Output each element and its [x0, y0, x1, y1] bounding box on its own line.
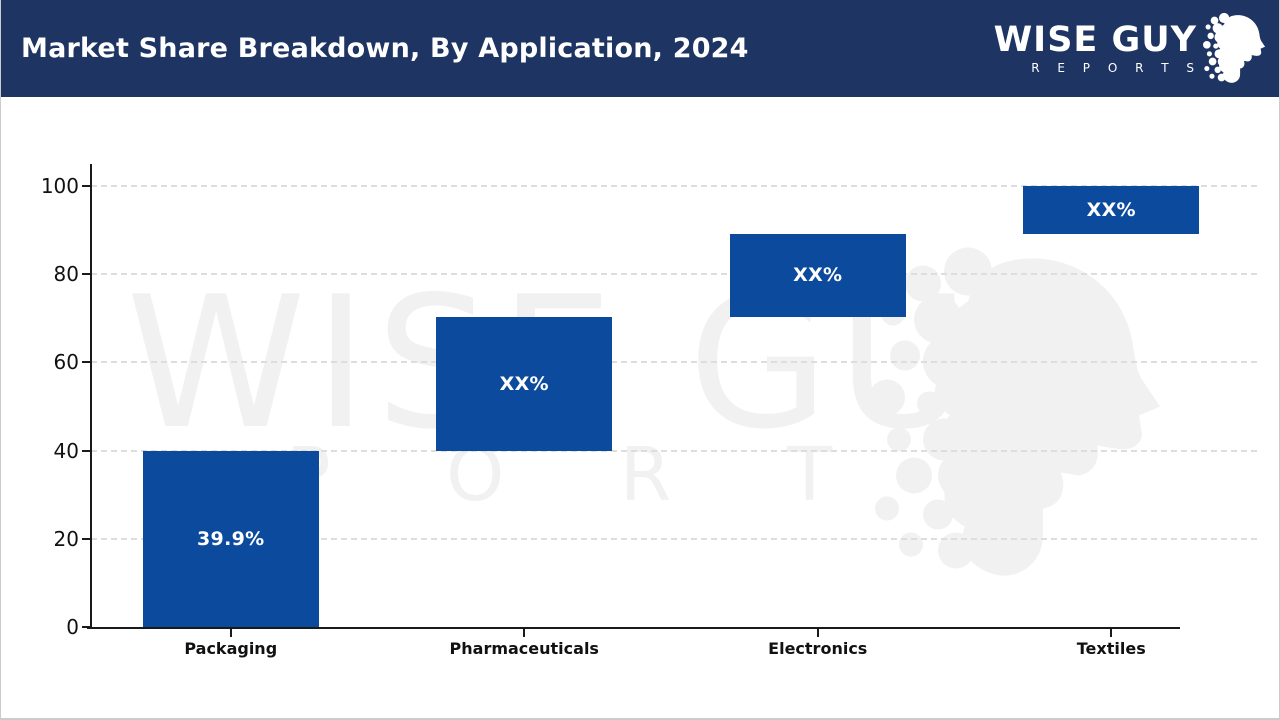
y-tick-label: 40	[53, 438, 79, 463]
gridline-100	[91, 185, 1257, 187]
bar-electronics: XX%	[729, 234, 906, 317]
bar-value-label: XX%	[793, 264, 843, 287]
x-category-label: Electronics	[768, 639, 868, 658]
bar-textiles: XX%	[1023, 186, 1200, 235]
x-tick-electronics	[816, 629, 819, 637]
y-tick-0	[82, 626, 90, 628]
y-tick-label: 20	[53, 526, 79, 551]
gridline-60	[91, 361, 1257, 364]
bar-pharmaceuticals: XX%	[436, 316, 613, 452]
watermark-face-icon	[869, 247, 1160, 576]
bar-value-label: XX%	[499, 372, 549, 395]
gridline-20	[91, 537, 1257, 540]
x-tick-pharmaceuticals	[523, 629, 526, 637]
y-tick-80	[82, 273, 90, 276]
y-tick-label: 80	[53, 262, 79, 287]
x-category-label: Textiles	[1076, 639, 1146, 658]
gridline-40	[91, 449, 1257, 452]
brand-logo-text: WISE GUY R E P O R T S	[993, 20, 1197, 75]
y-tick-label: 0	[66, 615, 79, 639]
x-tick-packaging	[229, 629, 232, 637]
bar-packaging: 39.9%	[142, 451, 319, 627]
brand-face-icon	[1203, 12, 1266, 83]
y-tick-label: 100	[40, 174, 79, 198]
bar-value-label: 39.9%	[197, 528, 265, 550]
y-axis-line	[90, 164, 92, 629]
brand-name: WISE GUY	[993, 20, 1197, 60]
brand-logo: WISE GUY R E P O R T S	[994, 10, 1267, 88]
y-tick-20	[82, 537, 90, 540]
y-tick-100	[82, 185, 90, 187]
y-tick-60	[82, 361, 90, 364]
bar-value-label: XX%	[1086, 199, 1136, 222]
x-category-label: Packaging	[184, 639, 278, 658]
x-category-label: Pharmaceuticals	[449, 639, 599, 658]
x-axis-line	[87, 627, 1180, 629]
gridline-80	[91, 273, 1257, 276]
y-tick-40	[82, 449, 90, 452]
x-tick-textiles	[1110, 629, 1113, 637]
y-tick-label: 60	[53, 350, 79, 375]
brand-subtitle: R E P O R T S	[1031, 61, 1201, 75]
page-title: Market Share Breakdown, By Application, …	[21, 33, 749, 64]
header: Market Share Breakdown, By Application, …	[1, 0, 1279, 97]
